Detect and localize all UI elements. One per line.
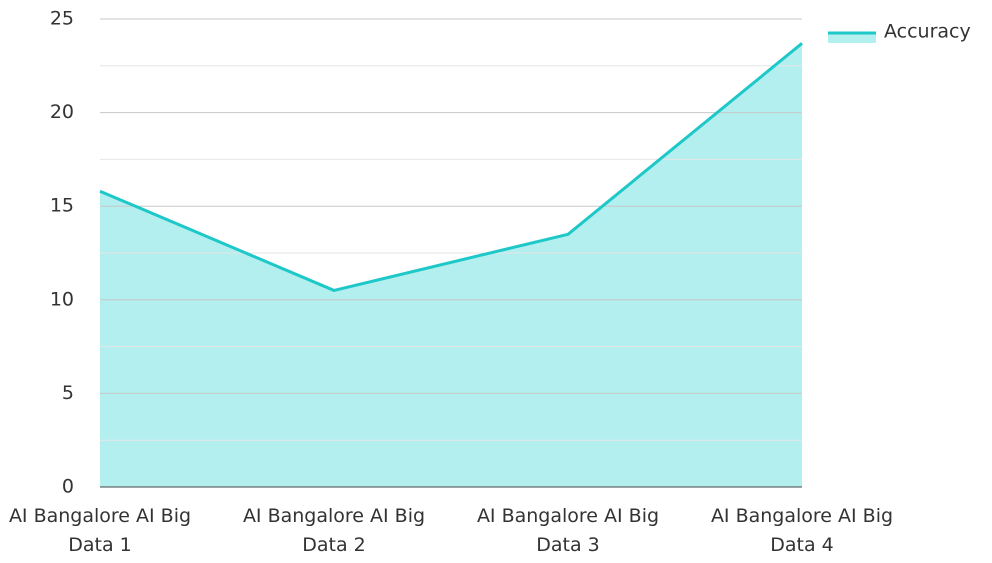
y-tick-label: 5 <box>62 382 74 404</box>
y-tick-label: 25 <box>50 8 74 30</box>
legend-label: Accuracy <box>884 21 971 43</box>
y-tick-label: 10 <box>50 288 74 310</box>
line <box>99 42 803 292</box>
y-tick-label: 20 <box>50 101 74 123</box>
x-tick-label: AI Bangalore AI Big Data 4 <box>710 505 894 556</box>
y-tick-label: 0 <box>62 476 74 498</box>
y-tick-label: 15 <box>50 195 74 217</box>
legend-swatch-area <box>828 33 876 43</box>
x-tick-label: AI Bangalore AI Big Data 1 <box>8 505 192 556</box>
x-tick-label: AI Bangalore AI Big Data 3 <box>476 505 660 556</box>
area <box>100 43 802 487</box>
x-tick-label: AI Bangalore AI Big Data 2 <box>242 505 426 556</box>
